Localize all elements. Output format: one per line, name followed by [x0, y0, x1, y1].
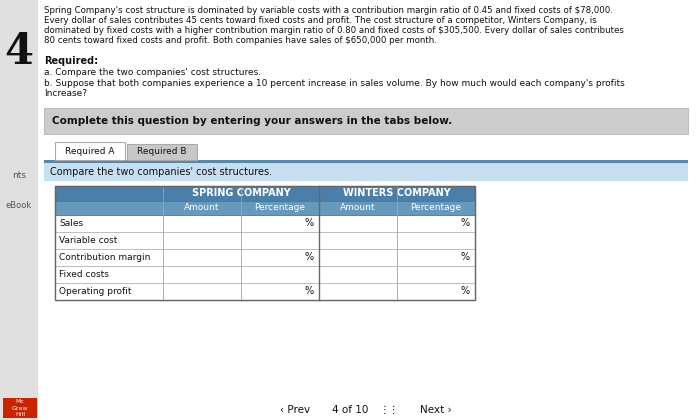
Text: Required B: Required B — [137, 147, 187, 157]
Text: Amount: Amount — [184, 204, 220, 213]
Bar — [163, 215, 241, 232]
Text: Amount: Amount — [340, 204, 376, 213]
Text: b. Suppose that both companies experience a 10 percent increase in sales volume.: b. Suppose that both companies experienc… — [44, 79, 624, 88]
Text: Fixed costs: Fixed costs — [59, 270, 109, 279]
Bar — [44, 163, 688, 181]
Text: Complete this question by entering your answers in the tabs below.: Complete this question by entering your … — [52, 116, 452, 126]
Text: %: % — [461, 252, 470, 262]
Bar — [3, 398, 37, 418]
Bar — [241, 232, 319, 249]
Bar — [44, 108, 688, 134]
Text: Every dollar of sales contributes 45 cents toward fixed costs and profit. The co: Every dollar of sales contributes 45 cen… — [44, 16, 596, 25]
Bar — [319, 283, 397, 300]
Text: %: % — [305, 252, 314, 262]
Text: Required:: Required: — [44, 56, 98, 66]
Text: Contribution margin: Contribution margin — [59, 253, 150, 262]
Text: ⋮⋮: ⋮⋮ — [380, 405, 400, 415]
Bar — [163, 283, 241, 300]
Bar — [163, 266, 241, 283]
Bar — [319, 266, 397, 283]
Text: Spring Company's cost structure is dominated by variable costs with a contributi: Spring Company's cost structure is domin… — [44, 6, 613, 15]
Text: %: % — [305, 286, 314, 297]
Bar — [397, 266, 475, 283]
Bar — [163, 232, 241, 249]
Text: 4: 4 — [4, 31, 34, 73]
Bar — [163, 249, 241, 266]
Text: dominated by fixed costs with a higher contribution margin ratio of 0.80 and fix: dominated by fixed costs with a higher c… — [44, 26, 624, 35]
Bar — [55, 283, 163, 300]
Text: Increase?: Increase? — [44, 89, 87, 98]
Bar — [319, 215, 397, 232]
Bar — [55, 249, 163, 266]
Text: 4 of 10: 4 of 10 — [332, 405, 368, 415]
Text: Variable cost: Variable cost — [59, 236, 118, 245]
Bar — [55, 201, 475, 215]
Text: nts: nts — [12, 171, 26, 179]
Bar — [55, 232, 163, 249]
Text: Sales: Sales — [59, 219, 83, 228]
Text: ‹ Prev: ‹ Prev — [280, 405, 310, 415]
Text: Operating profit: Operating profit — [59, 287, 132, 296]
Bar — [127, 144, 197, 160]
Bar — [55, 186, 475, 300]
Bar — [0, 0, 38, 420]
Text: Compare the two companies' cost structures.: Compare the two companies' cost structur… — [50, 167, 272, 177]
Bar — [44, 160, 688, 163]
Text: WINTERS COMPANY: WINTERS COMPANY — [343, 189, 451, 199]
Text: Required A: Required A — [65, 147, 115, 155]
Bar — [397, 215, 475, 232]
Bar — [241, 215, 319, 232]
Bar — [55, 215, 163, 232]
Text: %: % — [461, 218, 470, 228]
Text: Mc
Graw
Hill: Mc Graw Hill — [12, 399, 28, 417]
Text: Percentage: Percentage — [255, 204, 305, 213]
Bar — [55, 142, 125, 160]
Bar — [397, 232, 475, 249]
Bar — [241, 249, 319, 266]
Text: %: % — [461, 286, 470, 297]
Bar — [397, 249, 475, 266]
Bar — [241, 283, 319, 300]
Bar — [397, 283, 475, 300]
Text: Percentage: Percentage — [410, 204, 461, 213]
Text: eBook: eBook — [6, 200, 32, 210]
Text: %: % — [305, 218, 314, 228]
Text: 80 cents toward fixed costs and profit. Both companies have sales of $650,000 pe: 80 cents toward fixed costs and profit. … — [44, 36, 437, 45]
Bar — [55, 186, 475, 300]
Bar — [55, 266, 163, 283]
Bar — [319, 232, 397, 249]
Text: Next ›: Next › — [420, 405, 452, 415]
Text: a. Compare the two companies' cost structures.: a. Compare the two companies' cost struc… — [44, 68, 261, 77]
Bar — [241, 266, 319, 283]
Text: SPRING COMPANY: SPRING COMPANY — [192, 189, 290, 199]
Bar — [319, 249, 397, 266]
